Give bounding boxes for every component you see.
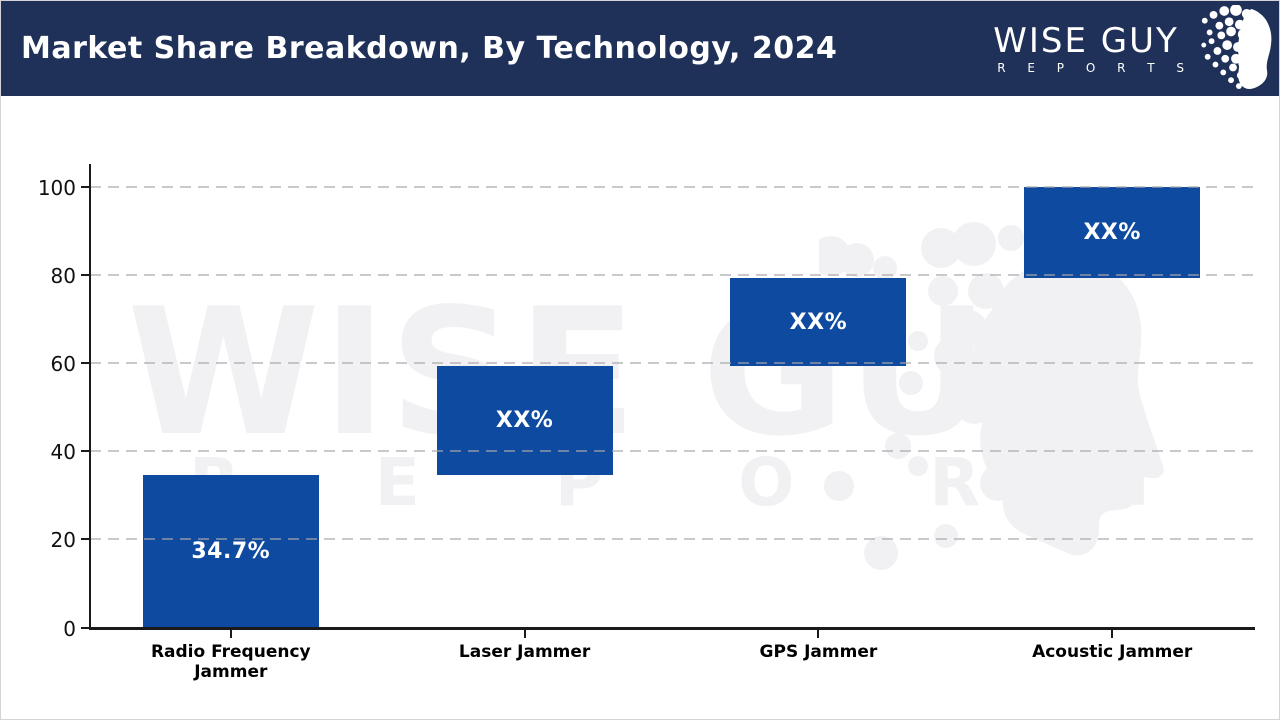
brand-logo-text: WISE GUY R E P O R T S: [993, 20, 1193, 76]
y-tick-mark: [81, 538, 90, 541]
bar-value-label: XX%: [1083, 219, 1141, 245]
bar-acoustic-jammer: XX%: [1024, 186, 1201, 278]
y-tick-mark: [81, 362, 90, 365]
gridline-100: [90, 185, 1254, 188]
y-tick-label: 0: [63, 616, 76, 641]
brand-logo: WISE GUY R E P O R T S: [993, 5, 1273, 93]
y-axis-line: [89, 164, 91, 630]
y-tick-label: 80: [50, 263, 76, 288]
x-tick-mark: [523, 628, 526, 638]
logo-head-icon: [1201, 5, 1272, 89]
logo-wordmark: WISE GUY: [993, 20, 1179, 61]
logo-subtitle: R E P O R T S: [997, 61, 1193, 76]
bar-gps-jammer: XX%: [730, 277, 907, 367]
y-tick-label: 40: [50, 440, 76, 465]
bar-value-label: XX%: [789, 309, 848, 335]
gridline-60: [90, 362, 1254, 365]
bar-value-label: 34.7%: [191, 538, 271, 564]
bar-laser-jammer: XX%: [436, 366, 613, 475]
y-tick-mark: [81, 626, 90, 629]
x-category-label: Acoustic Jammer: [1032, 641, 1193, 662]
bar-value-label: XX%: [495, 407, 554, 433]
bar-radio-frequency-jammer: 34.7%: [142, 474, 319, 628]
y-tick-mark: [81, 450, 90, 453]
x-category-label: GPS Jammer: [759, 641, 878, 662]
x-tick-mark: [817, 628, 820, 638]
x-tick-mark: [229, 628, 232, 638]
gridline-20: [90, 538, 1254, 541]
x-category-label: Laser Jammer: [458, 641, 591, 662]
header: Market Share Breakdown, By Technology, 2…: [1, 1, 1279, 96]
gridline-40: [90, 450, 1254, 453]
y-tick-label: 100: [37, 175, 76, 200]
y-tick-label: 60: [50, 352, 76, 377]
x-axis-line: [89, 626, 1255, 630]
page-title: Market Share Breakdown, By Technology, 2…: [21, 31, 838, 66]
watermark-head-icon: [819, 222, 1164, 570]
x-tick-mark: [1111, 628, 1114, 638]
gridline-80: [90, 273, 1254, 276]
y-tick-mark: [81, 185, 90, 188]
y-tick-label: 20: [50, 528, 76, 553]
y-tick-mark: [81, 273, 90, 276]
x-category-label: Radio Frequency Jammer: [150, 641, 311, 683]
